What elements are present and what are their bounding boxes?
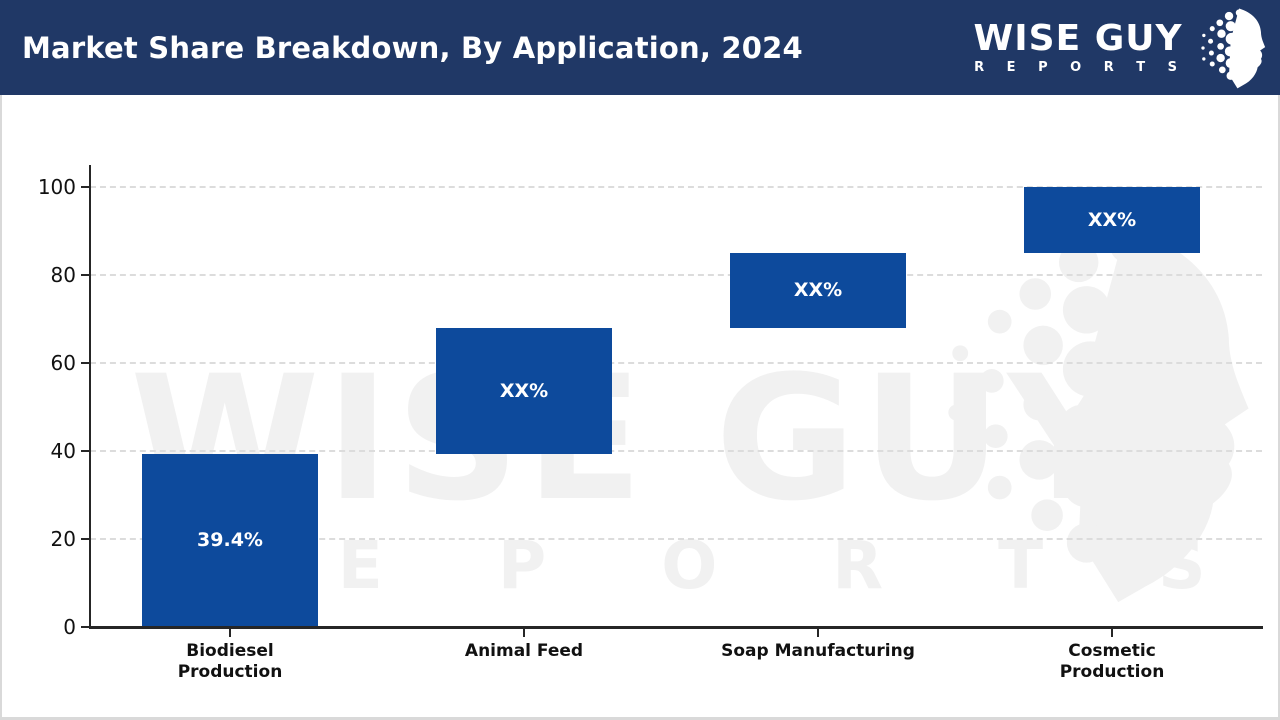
brand-logo: WISE GUY R E P O R T S <box>970 5 1266 91</box>
bar-animal-feed: XX% <box>436 327 612 454</box>
y-tick-mark <box>81 274 90 276</box>
page-title: Market Share Breakdown, By Application, … <box>22 30 803 65</box>
y-tick-mark <box>81 450 90 452</box>
x-tick-mark <box>817 627 819 637</box>
y-axis-tick-label: 80 <box>50 263 76 287</box>
x-tick-mark <box>1111 627 1113 637</box>
x-axis-label-biodiesel-production: Biodiesel Production <box>177 641 283 683</box>
bar-value-label: 39.4% <box>197 529 263 552</box>
gridline <box>90 274 1262 276</box>
y-axis-line <box>89 165 91 629</box>
x-axis-label-soap-manufacturing: Soap Manufacturing <box>721 641 915 661</box>
gridline <box>90 186 1262 188</box>
gridline <box>90 450 1262 452</box>
gridline <box>90 362 1262 364</box>
x-tick-mark <box>523 627 525 637</box>
gridline <box>90 538 1262 540</box>
y-axis-tick-label: 60 <box>50 351 76 375</box>
watermark-text-2: R E P O R T S <box>172 527 1252 604</box>
header-bar: Market Share Breakdown, By Application, … <box>0 0 1280 95</box>
y-axis-tick-label: 100 <box>37 175 76 199</box>
x-tick-mark <box>229 627 231 637</box>
x-axis-label-cosmetic-production: Cosmetic Production <box>1059 641 1165 683</box>
y-tick-mark <box>81 538 90 540</box>
bar-value-label: XX% <box>499 379 549 402</box>
bar-cosmetic-production: XX% <box>1024 187 1200 253</box>
y-axis-tick-label: 0 <box>63 615 76 639</box>
x-axis-line <box>89 626 1263 629</box>
y-axis-tick-label: 20 <box>50 527 76 551</box>
y-tick-mark <box>81 362 90 364</box>
bar-biodiesel-production: 39.4% <box>142 453 318 627</box>
y-tick-mark <box>81 186 90 188</box>
brand-head-icon <box>1201 8 1266 88</box>
bar-value-label: XX% <box>1087 209 1137 231</box>
x-axis-label-animal-feed: Animal Feed <box>464 641 584 661</box>
bar-soap-manufacturing: XX% <box>730 253 906 328</box>
brand-name: WISE GUY <box>973 17 1183 59</box>
brand-logo-text: WISE GUY R E P O R T S <box>970 17 1186 75</box>
y-axis-tick-label: 40 <box>50 439 76 463</box>
bar-value-label: XX% <box>793 279 843 302</box>
brand-subtitle: R E P O R T S <box>974 59 1186 75</box>
y-tick-mark <box>81 626 90 628</box>
